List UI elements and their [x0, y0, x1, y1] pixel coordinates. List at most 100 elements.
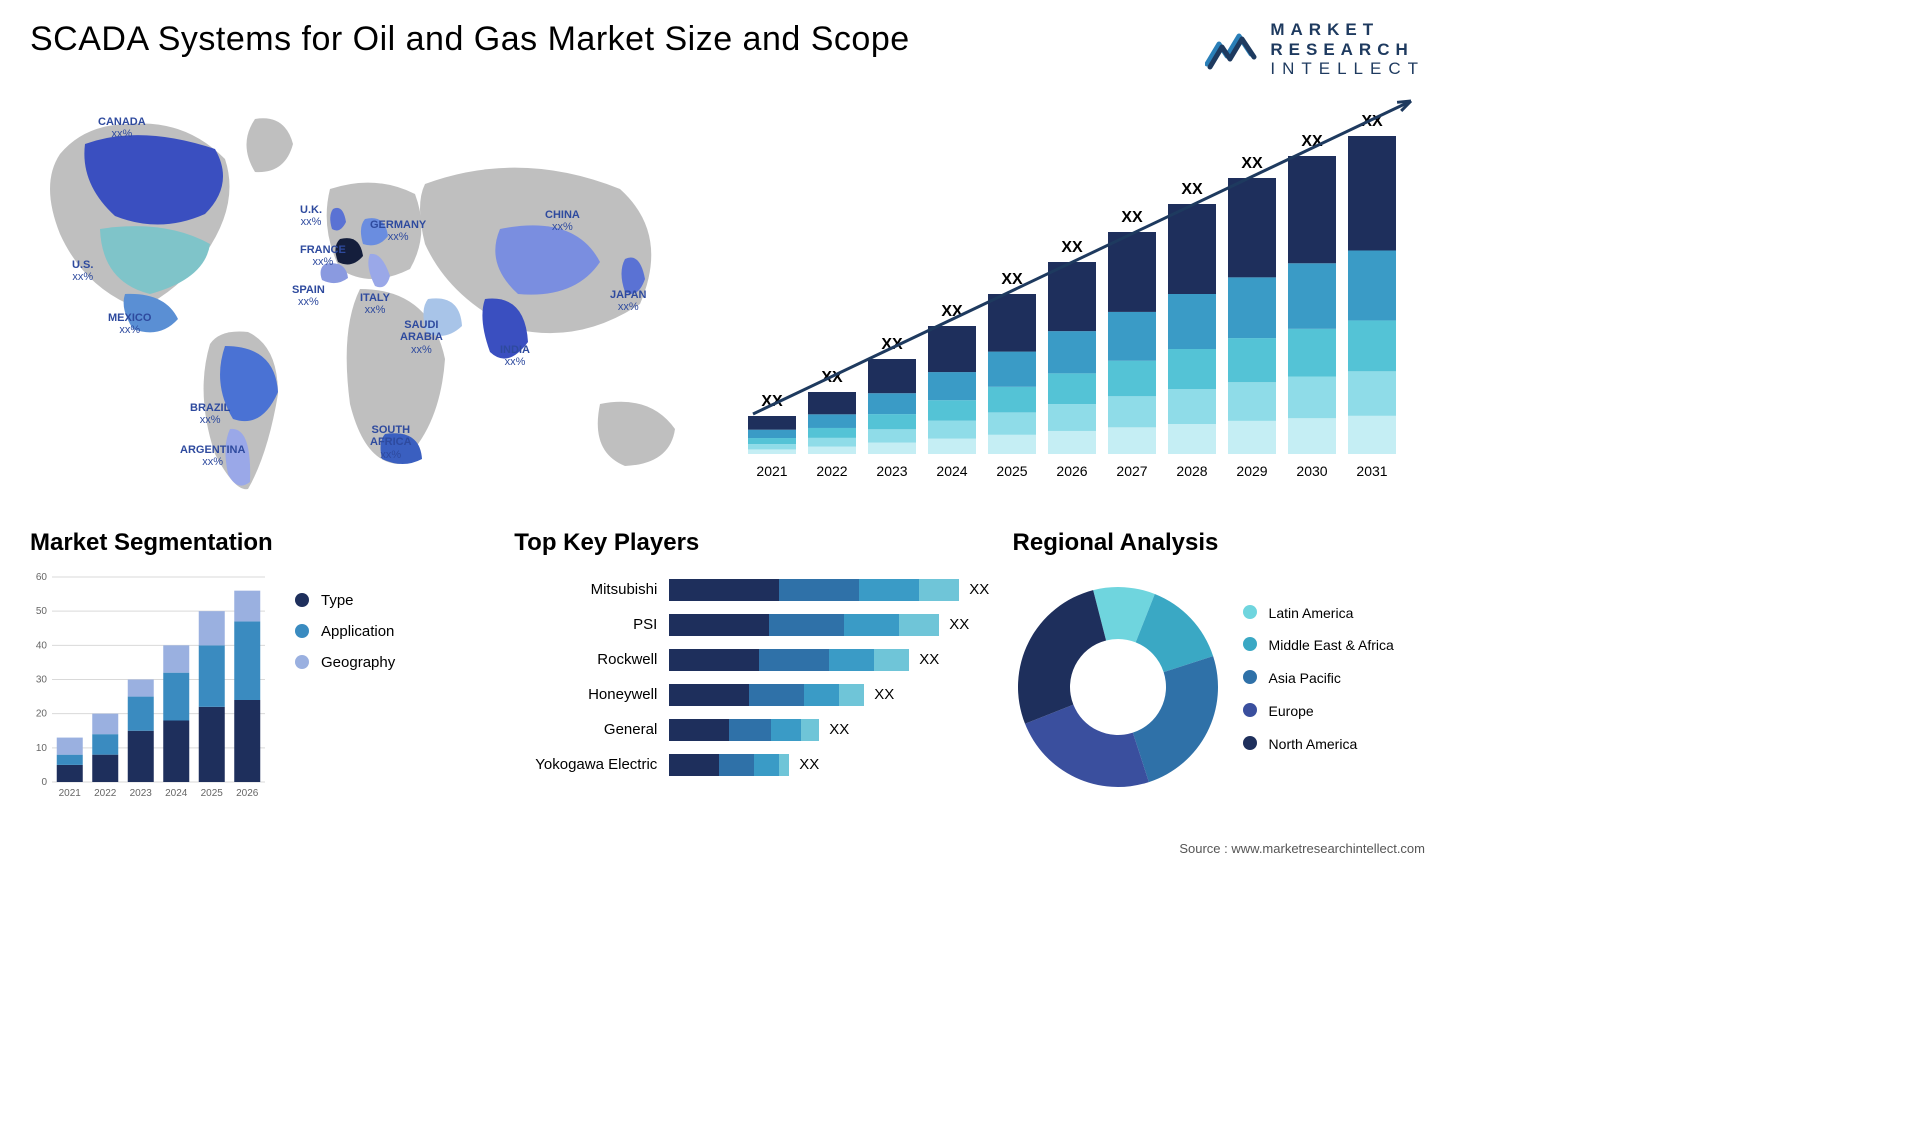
svg-text:60: 60 — [36, 572, 48, 583]
svg-text:2024: 2024 — [936, 463, 967, 479]
regional-legend-item: North America — [1243, 736, 1394, 753]
legend-swatch-icon — [295, 593, 309, 607]
svg-text:0: 0 — [41, 777, 47, 788]
player-bar-segment — [801, 719, 819, 741]
player-bar-segment — [874, 649, 909, 671]
brand-logo: MARKET RESEARCH INTELLECT — [1205, 20, 1425, 79]
player-value: XX — [789, 756, 819, 773]
svg-text:40: 40 — [36, 640, 48, 651]
svg-text:XX: XX — [941, 303, 963, 320]
svg-text:2022: 2022 — [94, 788, 117, 799]
player-bar-segment — [859, 579, 919, 601]
segmentation-title: Market Segmentation — [30, 529, 504, 557]
map-label-germany: GERMANYxx% — [370, 219, 426, 244]
map-label-mexico: MEXICOxx% — [108, 312, 151, 337]
svg-text:10: 10 — [36, 742, 48, 753]
regional-legend-item: Asia Pacific — [1243, 670, 1394, 687]
svg-text:2025: 2025 — [996, 463, 1027, 479]
map-label-south-africa: SOUTHAFRICAxx% — [370, 424, 412, 462]
regional-donut — [1013, 582, 1223, 792]
regional-legend: Latin AmericaMiddle East & AfricaAsia Pa… — [1223, 605, 1394, 769]
regional-legend-item: Middle East & Africa — [1243, 637, 1394, 654]
player-bar-segment — [669, 719, 729, 741]
map-label-india: INDIAxx% — [500, 344, 530, 369]
player-bar-segment — [804, 684, 839, 706]
player-row: Yokogawa Electric XX — [514, 752, 1002, 778]
players-title: Top Key Players — [514, 529, 1002, 557]
player-bar-segment — [779, 579, 859, 601]
legend-label: Asia Pacific — [1269, 670, 1341, 687]
regional-panel: Regional Analysis Latin AmericaMiddle Ea… — [1013, 529, 1445, 819]
map-label-italy: ITALYxx% — [360, 292, 390, 317]
svg-text:XX: XX — [1001, 271, 1023, 288]
player-bar — [669, 579, 959, 601]
player-bar-segment — [669, 684, 749, 706]
player-bar-segment — [779, 754, 789, 776]
svg-text:2023: 2023 — [130, 788, 153, 799]
market-size-bar-chart: XX2021XX2022XX2023XX2024XX2025XX2026XX20… — [728, 94, 1428, 504]
player-bar-segment — [669, 649, 759, 671]
logo-mark-icon — [1205, 28, 1260, 70]
legend-swatch-icon — [1243, 736, 1257, 750]
player-bar-segment — [839, 684, 864, 706]
player-value: XX — [819, 721, 849, 738]
header: SCADA Systems for Oil and Gas Market Siz… — [30, 20, 1425, 79]
player-bar — [669, 754, 789, 776]
player-value: XX — [939, 616, 969, 633]
svg-text:XX: XX — [1241, 155, 1263, 172]
segmentation-legend: TypeApplicationGeography — [270, 572, 395, 802]
svg-text:20: 20 — [36, 708, 48, 719]
player-bar-segment — [769, 614, 844, 636]
segmentation-svg: 0102030405060202120222023202420252026 — [30, 572, 270, 802]
seg-legend-item: Geography — [295, 654, 395, 671]
segmentation-panel: Market Segmentation 01020304050602021202… — [30, 529, 504, 819]
player-name: Rockwell — [514, 651, 669, 668]
player-bar — [669, 649, 909, 671]
svg-text:2025: 2025 — [201, 788, 224, 799]
player-name: General — [514, 721, 669, 738]
world-map-panel: CANADAxx%U.S.xx%MEXICOxx%BRAZILxx%ARGENT… — [30, 94, 728, 504]
segmentation-plot: 0102030405060202120222023202420252026 — [30, 572, 270, 802]
svg-text:2021: 2021 — [756, 463, 787, 479]
map-label-brazil: BRAZILxx% — [190, 402, 230, 427]
player-bar-segment — [669, 614, 769, 636]
legend-swatch-icon — [295, 624, 309, 638]
player-value: XX — [959, 581, 989, 598]
map-label-canada: CANADAxx% — [98, 116, 146, 141]
legend-label: Application — [321, 623, 394, 640]
player-bar-segment — [919, 579, 959, 601]
legend-label: Middle East & Africa — [1269, 637, 1394, 654]
main-bar-svg: XX2021XX2022XX2023XX2024XX2025XX2026XX20… — [728, 94, 1428, 494]
legend-swatch-icon — [1243, 670, 1257, 684]
map-label-saudi-arabia: SAUDIARABIAxx% — [400, 319, 443, 357]
logo-line1: MARKET — [1270, 20, 1425, 40]
player-name: PSI — [514, 616, 669, 633]
svg-text:2029: 2029 — [1236, 463, 1267, 479]
map-label-argentina: ARGENTINAxx% — [180, 444, 245, 469]
player-row: RockwellXX — [514, 647, 1002, 673]
player-row: PSI XX — [514, 612, 1002, 638]
regional-title: Regional Analysis — [1013, 529, 1445, 557]
legend-label: Geography — [321, 654, 395, 671]
player-bar-segment — [759, 649, 829, 671]
players-panel: Top Key Players Mitsubishi XX PSI XX Rockwel… — [514, 529, 1002, 819]
svg-text:2026: 2026 — [1056, 463, 1087, 479]
map-label-spain: SPAINxx% — [292, 284, 325, 309]
player-bar-segment — [771, 719, 801, 741]
player-name: Yokogawa Electric — [514, 756, 669, 773]
svg-text:XX: XX — [1061, 239, 1083, 256]
player-name: Mitsubishi — [514, 581, 669, 598]
source-footer: Source : www.marketresearchintellect.com — [1179, 841, 1425, 856]
player-value: XX — [864, 686, 894, 703]
player-bar — [669, 614, 939, 636]
regional-legend-item: Europe — [1243, 703, 1394, 720]
player-bar-segment — [719, 754, 754, 776]
player-bar — [669, 719, 819, 741]
player-row: Mitsubishi XX — [514, 577, 1002, 603]
map-label-japan: JAPANxx% — [610, 289, 646, 314]
legend-label: Europe — [1269, 703, 1314, 720]
regional-content: Latin AmericaMiddle East & AfricaAsia Pa… — [1013, 572, 1445, 802]
svg-text:2026: 2026 — [236, 788, 259, 799]
svg-text:2023: 2023 — [876, 463, 907, 479]
player-bar-segment — [669, 579, 779, 601]
